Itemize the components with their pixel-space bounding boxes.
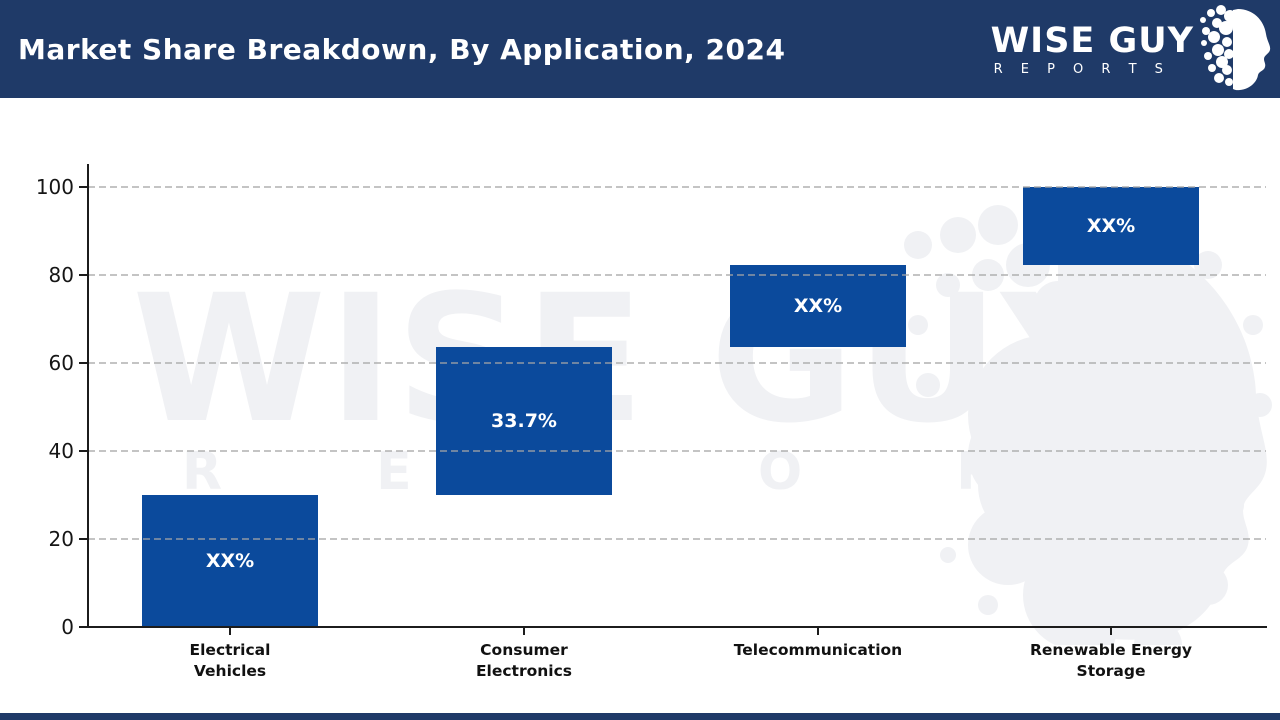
category-label-4: Renewable Energy Storage [971,640,1251,682]
x-axis-spine [87,626,1267,628]
bar-value-label: XX% [1086,214,1136,237]
y-tick-mark-100 [79,186,87,188]
gridline-60 [88,362,1266,364]
bar-segment-4: XX% [1023,187,1199,265]
gridline-20 [88,538,1266,540]
logo-head-icon [1200,5,1271,91]
watermark-head-icon [904,205,1272,645]
wiseguy-logo: WISE GUY R E P O R T S [991,4,1274,94]
y-tick-label-20: 20 [48,527,74,551]
y-tick-label-0: 0 [61,615,74,639]
category-label-line: Telecommunication [733,641,903,659]
footer-bar [0,713,1280,720]
y-tick-mark-40 [79,450,87,452]
category-label-line: Renewable Energy [1029,641,1193,659]
category-label-line: Electronics [475,662,573,680]
y-tick-mark-0 [79,626,87,628]
category-label-line: Consumer [480,641,568,659]
header-bar: Market Share Breakdown, By Application, … [0,0,1280,98]
y-tick-mark-60 [79,362,87,364]
chart-title: Market Share Breakdown, By Application, … [18,32,786,66]
x-tick-mark-2 [523,628,525,635]
category-label-3: Telecommunication [678,640,958,661]
bar-segment-1: XX% [142,495,318,627]
category-label-1: Electrical Vehicles [90,640,370,682]
category-label-line: Electrical [189,641,271,659]
y-axis-spine [87,164,89,628]
y-tick-label-80: 80 [48,263,74,287]
gridline-100 [88,186,1266,188]
y-tick-label-60: 60 [48,351,74,375]
bar-segment-3: XX% [730,264,906,347]
gridline-40 [88,450,1266,452]
gridline-80 [88,274,1266,276]
y-tick-label-100: 100 [35,175,74,199]
logo-wordmark: WISE GUY [990,20,1194,61]
category-label-2: Consumer Electronics [384,640,664,682]
x-tick-mark-3 [817,628,819,635]
y-tick-mark-80 [79,274,87,276]
logo-subtitle: R E P O R T S [993,61,1170,77]
logo-wordmark-block: WISE GUY R E P O R T S [991,22,1194,77]
bar-value-label: XX% [205,550,255,572]
category-label-line: Vehicles [193,662,267,680]
bar-value-label: 33.7% [491,409,557,432]
y-tick-label-40: 40 [48,439,74,463]
x-tick-mark-1 [229,628,231,635]
bar-segment-2: 33.7% [436,346,612,495]
x-tick-mark-4 [1110,628,1112,635]
y-tick-mark-20 [79,538,87,540]
category-label-line: Storage [1076,662,1146,680]
bar-value-label: XX% [793,294,843,317]
